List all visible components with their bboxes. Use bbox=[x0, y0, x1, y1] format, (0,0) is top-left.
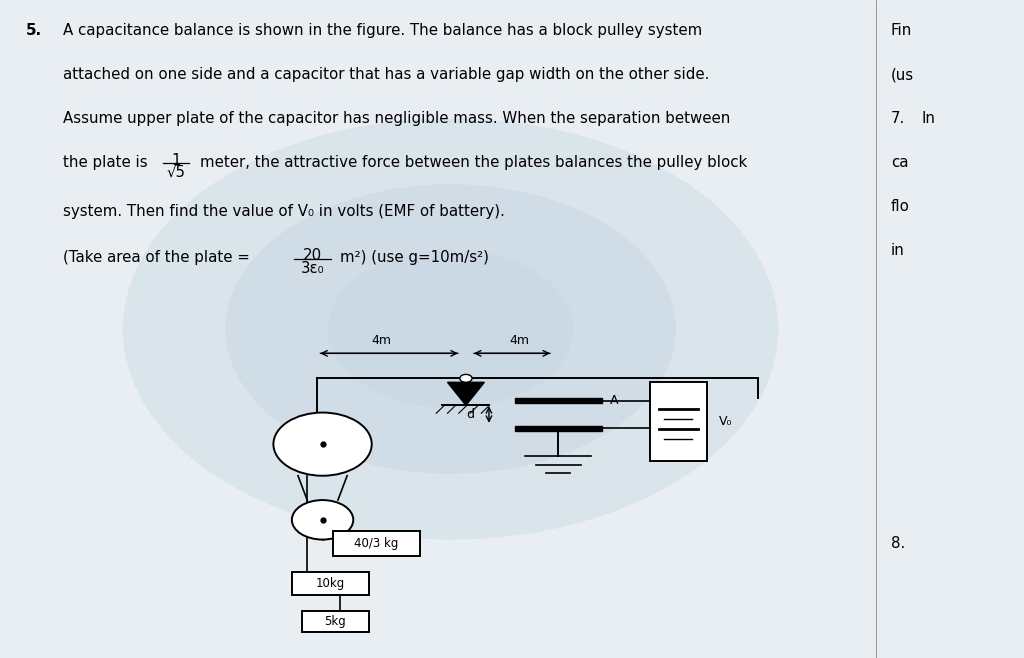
Bar bbox=[292, 572, 369, 595]
Circle shape bbox=[292, 500, 353, 540]
Bar bbox=[333, 531, 420, 556]
Text: V₀: V₀ bbox=[719, 415, 732, 428]
Text: 1: 1 bbox=[171, 153, 181, 168]
Text: meter, the attractive force between the plates balances the pulley block: meter, the attractive force between the … bbox=[200, 155, 746, 170]
Text: flo: flo bbox=[891, 199, 909, 215]
Circle shape bbox=[273, 413, 372, 476]
Text: (us: (us bbox=[891, 67, 914, 82]
Bar bbox=[650, 382, 707, 461]
Bar bbox=[515, 426, 602, 431]
Text: (Take area of the plate =: (Take area of the plate = bbox=[63, 250, 250, 265]
Text: 3ε₀: 3ε₀ bbox=[300, 261, 325, 276]
Text: the plate is: the plate is bbox=[63, 155, 148, 170]
Text: 20: 20 bbox=[303, 248, 322, 263]
Circle shape bbox=[123, 118, 778, 540]
Bar bbox=[0, 0, 876, 658]
Text: A: A bbox=[610, 394, 618, 407]
Text: Assume upper plate of the capacitor has negligible mass. When the separation bet: Assume upper plate of the capacitor has … bbox=[63, 111, 731, 126]
Text: 7.: 7. bbox=[891, 111, 905, 126]
Text: 40/3 kg: 40/3 kg bbox=[354, 537, 398, 550]
Text: √5: √5 bbox=[167, 164, 185, 180]
Text: 8.: 8. bbox=[891, 536, 905, 551]
Text: system. Then find the value of V₀ in volts (EMF of battery).: system. Then find the value of V₀ in vol… bbox=[63, 204, 506, 219]
Bar bbox=[515, 398, 602, 403]
Circle shape bbox=[225, 184, 676, 474]
Text: A capacitance balance is shown in the figure. The balance has a block pulley sys: A capacitance balance is shown in the fi… bbox=[63, 23, 702, 38]
Circle shape bbox=[328, 250, 573, 408]
Text: attached on one side and a capacitor that has a variable gap width on the other : attached on one side and a capacitor tha… bbox=[63, 67, 710, 82]
Text: 4m: 4m bbox=[372, 334, 391, 347]
Text: Fin: Fin bbox=[891, 23, 912, 38]
Text: in: in bbox=[891, 243, 905, 259]
Text: In: In bbox=[922, 111, 936, 126]
Polygon shape bbox=[447, 382, 484, 405]
Text: m²) (use g=10m/s²): m²) (use g=10m/s²) bbox=[340, 250, 489, 265]
Circle shape bbox=[460, 374, 472, 382]
Text: ca: ca bbox=[891, 155, 908, 170]
Text: 10kg: 10kg bbox=[315, 577, 345, 590]
Bar bbox=[302, 611, 369, 632]
Text: 4m: 4m bbox=[510, 334, 529, 347]
Text: 5.: 5. bbox=[26, 23, 42, 38]
Bar bbox=[876, 0, 1024, 658]
Text: d: d bbox=[467, 408, 474, 421]
Text: 5kg: 5kg bbox=[325, 615, 346, 628]
